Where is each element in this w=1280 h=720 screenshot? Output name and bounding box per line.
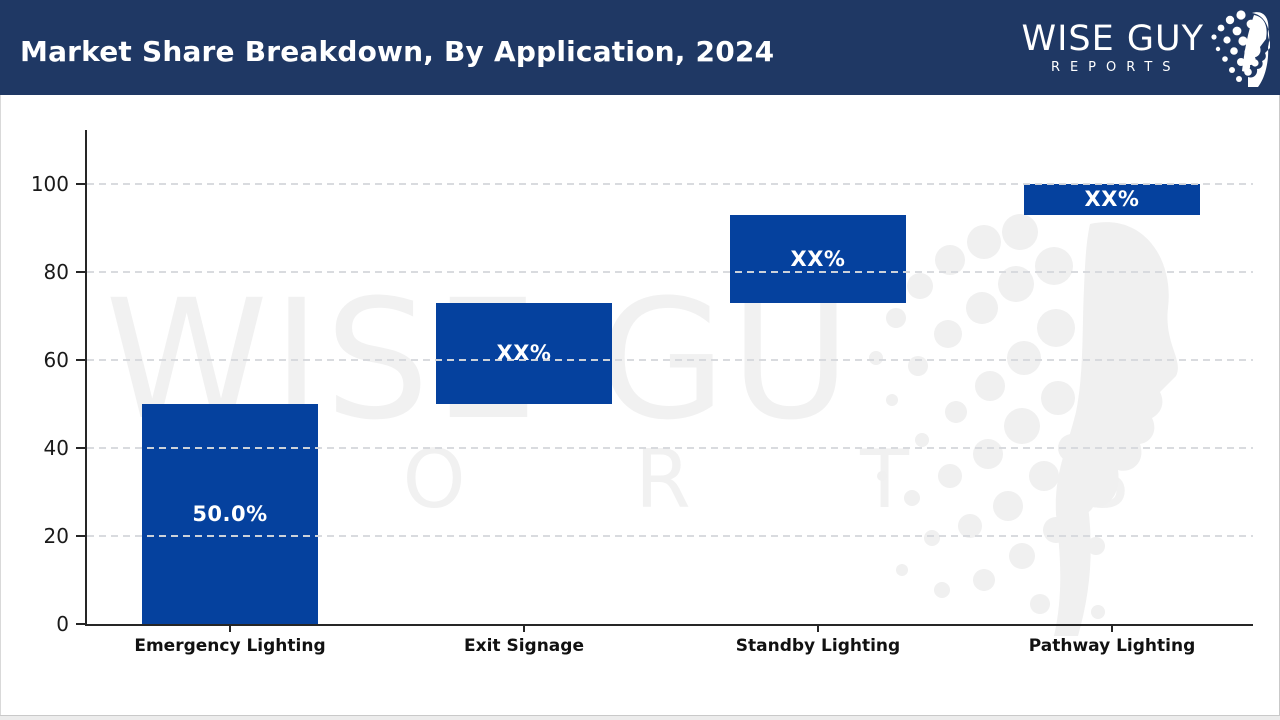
x-tick-mark <box>1111 624 1113 632</box>
waterfall-bar: XX% <box>1024 184 1200 215</box>
y-tick-label: 80 <box>43 260 69 284</box>
gridline <box>87 183 1253 185</box>
x-category-label: Exit Signage <box>464 636 584 656</box>
y-tick-label: 0 <box>56 612 69 636</box>
waterfall-chart: 0 20 40 60 80 100 50.0% Emergency Lighting XX% Ex… <box>31 130 1253 656</box>
watermark-text-line2: P O R T S <box>185 433 1202 526</box>
y-tick-label: 40 <box>43 436 69 460</box>
bar-value-label: 50.0% <box>192 502 268 526</box>
gridline <box>87 535 1253 537</box>
y-tick-label: 100 <box>30 172 69 196</box>
header-bar: Market Share Breakdown, By Application, … <box>0 0 1280 95</box>
x-tick-mark <box>817 624 819 632</box>
y-tick-mark <box>76 359 85 361</box>
x-category-label: Emergency Lighting <box>134 636 326 656</box>
bar-value-label: XX% <box>1084 187 1140 212</box>
bar-value-label: XX% <box>496 341 552 366</box>
x-tick-mark <box>229 624 231 632</box>
y-tick-label: 60 <box>43 348 69 372</box>
y-tick-mark <box>76 183 85 185</box>
brand-subtitle: REPORTS <box>1050 60 1181 75</box>
x-category-label: Standby Lighting <box>735 636 901 656</box>
waterfall-bar: XX% <box>436 302 612 404</box>
y-tick-label: 20 <box>43 524 69 548</box>
y-tick-mark <box>76 271 85 273</box>
waterfall-bar: 50.0% <box>142 404 318 624</box>
y-tick-mark <box>76 623 85 625</box>
left-edge-line <box>0 95 1 720</box>
brand-face-icon <box>1211 10 1270 87</box>
x-category-label: Pathway Lighting <box>1028 636 1196 656</box>
brand-name: WISE GUY <box>1021 19 1204 59</box>
page-title: Market Share Breakdown, By Application, … <box>20 35 775 68</box>
watermark-face-icon <box>869 214 1178 636</box>
x-tick-mark <box>523 624 525 632</box>
brand-logo: WISE GUY REPORTS <box>1021 6 1270 90</box>
y-tick-mark <box>76 447 85 449</box>
y-tick-mark <box>76 535 85 537</box>
bottom-strip <box>0 715 1280 720</box>
bar-value-label: XX% <box>790 246 846 271</box>
gridline <box>87 359 1253 361</box>
brand-logo-text: WISE GUY REPORTS <box>1021 20 1204 76</box>
gridline <box>87 271 1253 273</box>
gridline <box>87 447 1253 449</box>
waterfall-bar: XX% <box>730 214 906 303</box>
